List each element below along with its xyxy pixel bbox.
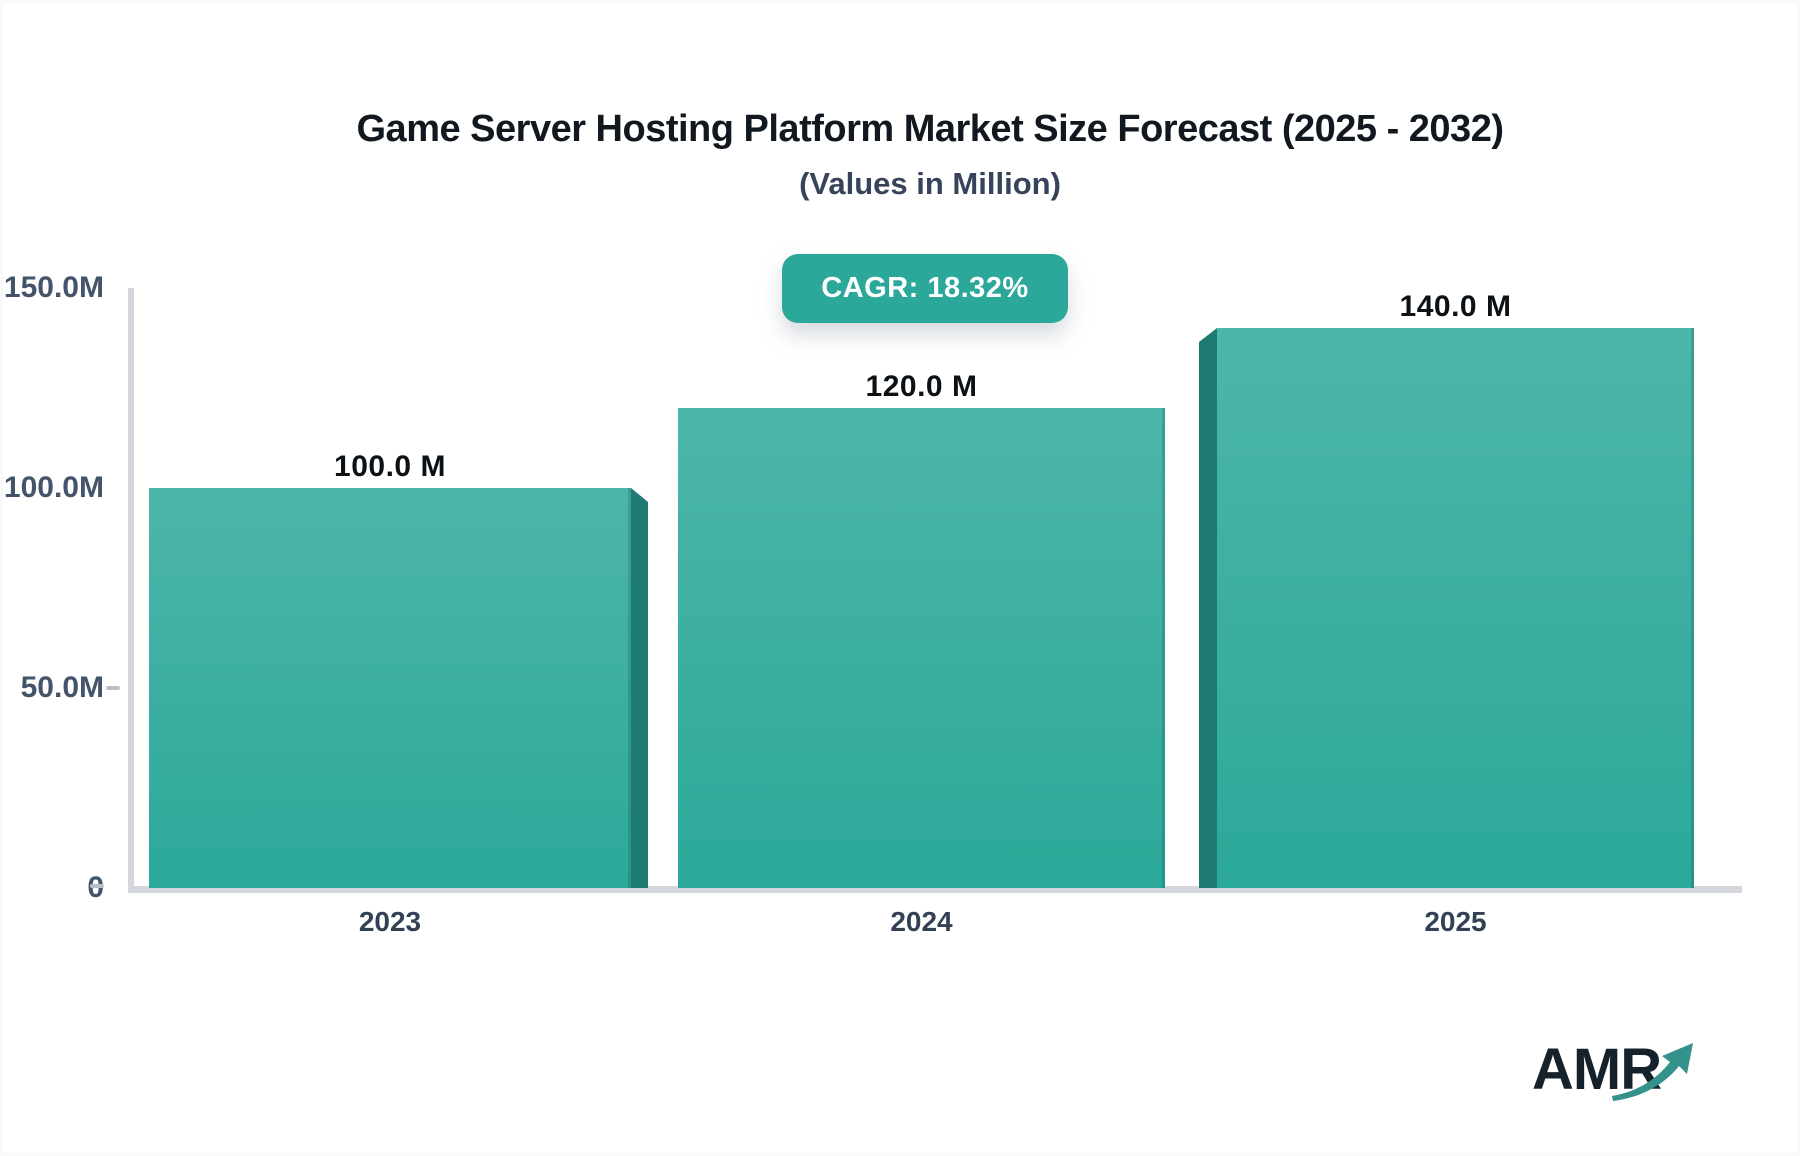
bar-value-label: 140.0 M [1399, 290, 1512, 323]
bar-2025[interactable]: 140.0 M [1199, 290, 1694, 888]
bar-2024[interactable]: 120.0 M [678, 370, 1165, 888]
chart-subtitle: (Values in Million) [799, 166, 1061, 201]
bar-3d-side [1199, 328, 1217, 888]
x-tick-2023: 2023 [358, 906, 422, 937]
tick-mark-50 [106, 686, 120, 690]
y-tick-50: 50.0M [20, 671, 104, 704]
x-tick-2025: 2025 [1424, 906, 1487, 937]
bar-3d-side [631, 488, 648, 888]
x-axis-line [128, 886, 1742, 893]
bar-2023[interactable]: 100.0 M [149, 450, 648, 888]
y-tick-0: 0 [0, 869, 104, 907]
bar-face [678, 408, 1165, 888]
x-tick-2024: 2024 [890, 906, 953, 937]
y-tick-100: 100.0M [3, 471, 104, 504]
bar-value-label: 100.0 M [334, 450, 446, 483]
trend-up-arrow-icon [1612, 1043, 1693, 1101]
bar-face [1217, 328, 1694, 888]
y-axis-line [128, 288, 134, 891]
tick-mark-0 [90, 884, 104, 888]
chart-title: Game Server Hosting Platform Market Size… [356, 108, 1504, 150]
bar-value-label: 120.0 M [865, 370, 978, 403]
bar-face [149, 488, 631, 888]
y-tick-150: 150.0M [3, 271, 104, 304]
cagr-badge: CAGR: 18.32% [782, 254, 1068, 323]
